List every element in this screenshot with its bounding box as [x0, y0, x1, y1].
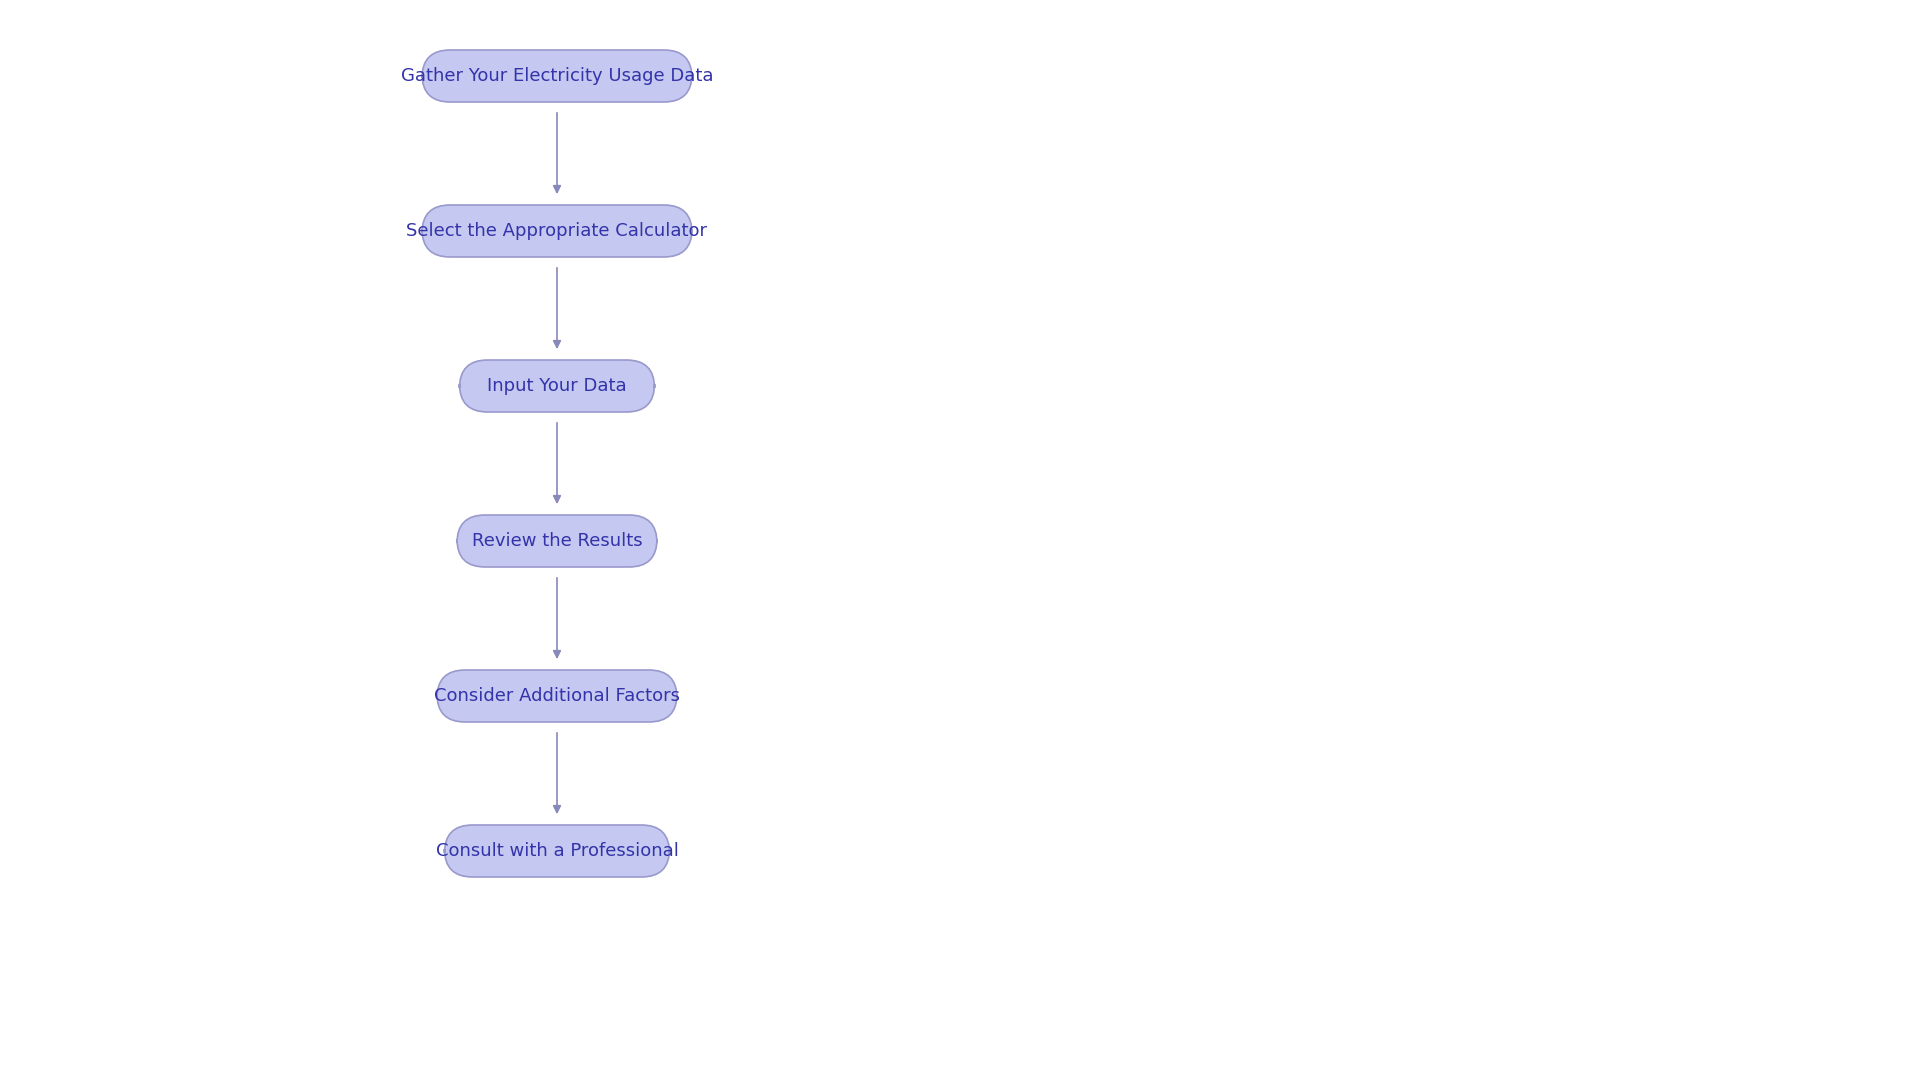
- Text: Gather Your Electricity Usage Data: Gather Your Electricity Usage Data: [401, 67, 712, 84]
- Text: Review the Results: Review the Results: [472, 532, 643, 550]
- FancyBboxPatch shape: [422, 50, 691, 102]
- Text: Select the Appropriate Calculator: Select the Appropriate Calculator: [407, 222, 707, 240]
- Text: Input Your Data: Input Your Data: [488, 377, 626, 395]
- Text: Consult with a Professional: Consult with a Professional: [436, 841, 678, 860]
- Text: Consider Additional Factors: Consider Additional Factors: [434, 687, 680, 705]
- FancyBboxPatch shape: [459, 360, 655, 412]
- FancyBboxPatch shape: [457, 516, 657, 567]
- FancyBboxPatch shape: [438, 670, 678, 722]
- FancyBboxPatch shape: [422, 205, 691, 257]
- FancyBboxPatch shape: [445, 825, 670, 877]
